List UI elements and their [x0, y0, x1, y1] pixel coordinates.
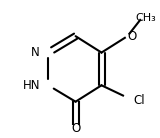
Text: HN: HN [23, 79, 40, 92]
Text: Cl: Cl [133, 94, 144, 107]
Text: O: O [71, 123, 80, 136]
Text: CH₃: CH₃ [136, 13, 156, 23]
Text: O: O [128, 30, 137, 43]
Text: N: N [31, 46, 40, 59]
